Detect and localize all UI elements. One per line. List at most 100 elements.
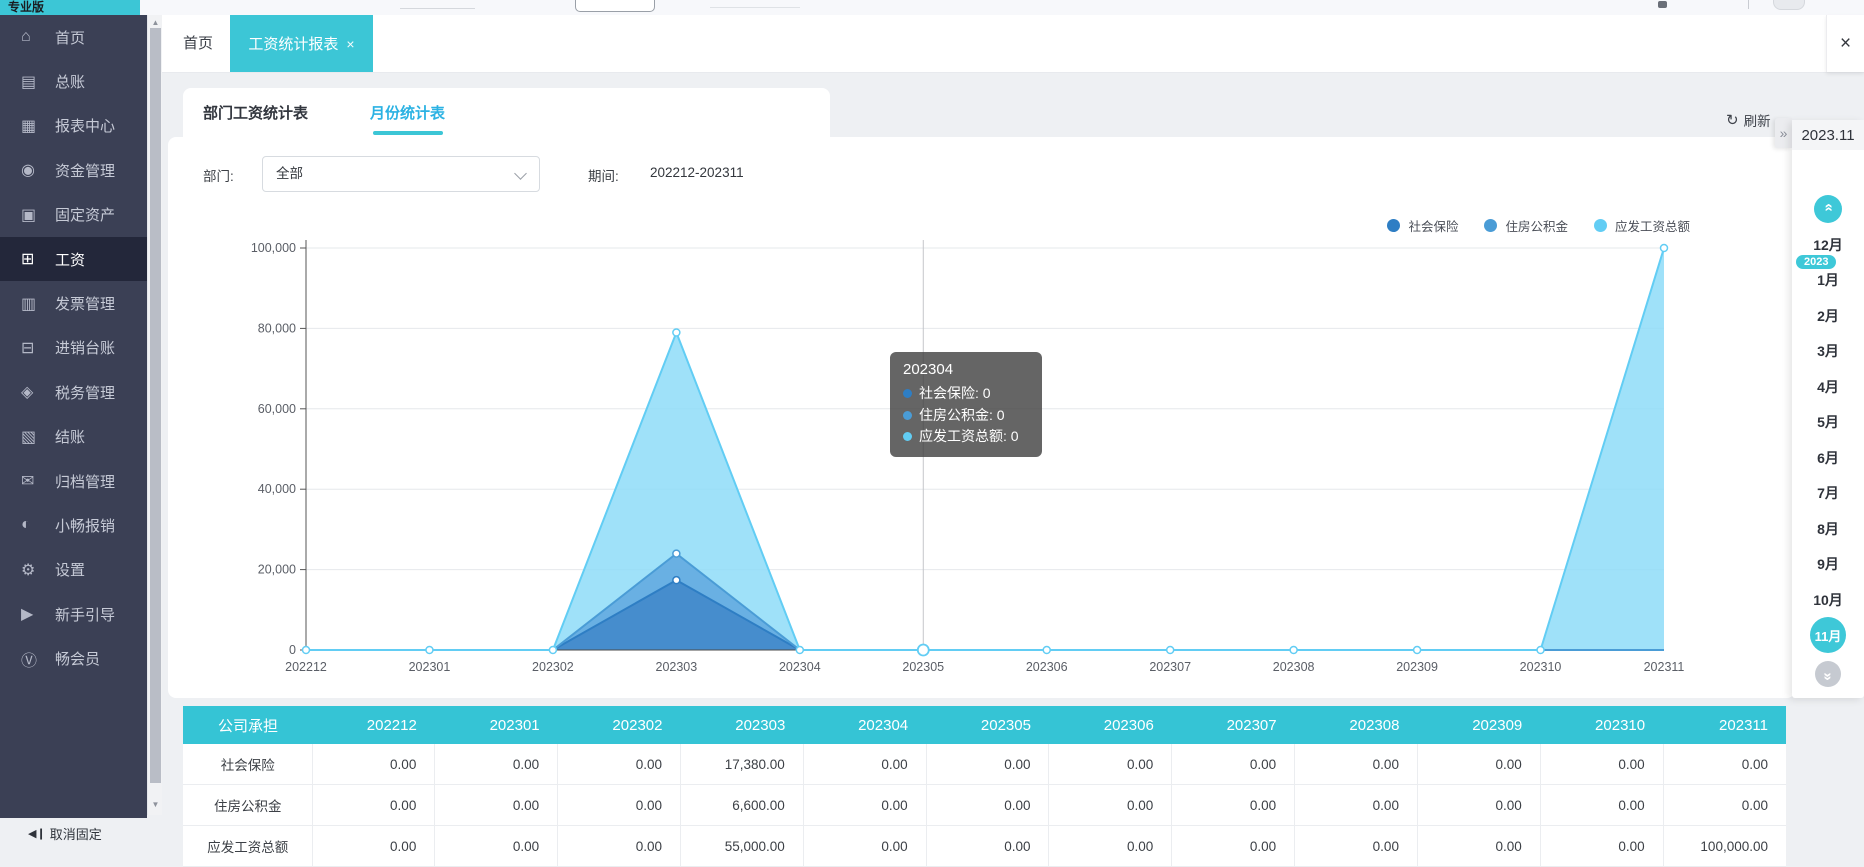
svg-text:202311: 202311 [1644,660,1685,674]
svg-text:202303: 202303 [656,660,698,674]
fixed-assets-icon: ▣ [21,206,37,224]
month-item-11月[interactable]: 11月 [1792,617,1864,654]
month-panel-collapse-handle[interactable]: » [1775,118,1792,148]
sidebar-item-invoice-management[interactable]: ▥ 发票管理 [0,281,147,325]
svg-text:202306: 202306 [1026,660,1068,674]
sidebar-item-label: 进销台账 [55,340,116,358]
table-cell: 0.00 [311,825,435,867]
table-cell: 0.00 [557,825,681,867]
svg-text:202304: 202304 [779,660,821,674]
sidebar-item-fund-management[interactable]: ◉ 资金管理 [0,148,147,192]
home-icon: ⌂ [21,28,31,46]
sidebar-item-home[interactable]: ⌂ 首页 [0,15,147,59]
month-item-10月[interactable]: 10月 [1813,591,1843,608]
sidebar-item-purchase-sales-ledger[interactable]: ⊟ 进销台账 [0,326,147,370]
subtab-month-report[interactable]: 月份统计表 [370,102,445,123]
legend-item-住房公积金[interactable]: 住房公积金 [1484,216,1568,235]
table-cell: 0.00 [1171,784,1295,826]
sidebar-item-label: 资金管理 [55,162,116,180]
sidebar-scrollbar[interactable]: ▲ ▼ [147,15,162,815]
salary-month-stacked-area-chart[interactable]: 0 20,000 40,000 60,000 80,000 100,000 202212 20… [240,200,1700,680]
scrollbar-thumb[interactable] [150,28,161,783]
table-cell: 0.00 [1662,744,1786,785]
table-cell: 0.00 [1294,784,1418,826]
tooltip-row: 社会保险: 0 [903,383,1029,405]
sidebar-item-report-center[interactable]: ▦ 报表中心 [0,104,147,148]
sidebar-item-general-ledger[interactable]: ▤ 总账 [0,59,147,103]
table-cell: 0.00 [1416,744,1541,785]
month-item-9月[interactable]: 9月 [1817,556,1839,573]
legend-item-社会保险[interactable]: 社会保险 [1387,216,1458,235]
tab-close-icon[interactable]: × [346,35,355,52]
summary-table-wrap: 公司承担 202212 202301 202302 202303 202304 202305… [183,706,1786,867]
sidebar-item-salary[interactable]: ⊞ 工资 [0,236,147,282]
sidebar-item-fixed-assets[interactable]: ▣ 固定资产 [0,193,147,237]
sidebar-item-archive-management[interactable]: ✉ 归档管理 [0,459,147,503]
sidebar-item-beginner-guide[interactable]: ▶ 新手引导 [0,592,147,636]
table-cell: 0.00 [1048,825,1172,867]
refresh-icon: ↻ [1726,112,1739,129]
subtab-department-report[interactable]: 部门工资统计表 [203,105,309,122]
month-item-5月[interactable]: 5月 [1817,414,1839,431]
sidebar-item-label: 首页 [55,29,86,47]
topbar-divider [1748,0,1749,9]
tab-salary-report[interactable]: 工资统计报表 × [230,15,373,72]
month-item-7月[interactable]: 7月 [1817,485,1839,502]
department-select[interactable]: 全部 [262,156,540,192]
tooltip-row: 住房公积金: 0 [903,405,1029,427]
table-cell: 0.00 [802,744,927,785]
scrollbar-up-icon[interactable]: ▲ [151,18,160,27]
period-value[interactable]: 202212-202311 [650,165,744,180]
sidebar-item-reimburse[interactable]: ◐ 小畅报销 [0,503,147,547]
invoice-management-icon: ▥ [21,295,37,313]
sidebar-item-label: 发票管理 [55,296,116,314]
table-header-cell: 202305 [926,706,1049,744]
table-cell: 55,000.00 [679,825,804,867]
sidebar-item-member[interactable]: Ⓥ 畅会员 [0,636,147,680]
sidebar-item-label: 畅会员 [55,651,101,669]
table-header-cell: 202306 [1048,706,1172,744]
sidebar-unpin-toggle[interactable]: ◀❙ 取消固定 [0,818,162,848]
month-scroll-up-button[interactable]: » [1814,195,1842,223]
table-header-cell: 202307 [1171,706,1295,744]
table-header-cell: 202303 [680,706,804,744]
table-row: 社会保险 0.00 0.00 0.00 17,380.00 0.00 0.00 0.00 0.0… [183,744,1786,785]
company-burden-table: 公司承担 202212 202301 202302 202303 202304 202305… [183,706,1786,867]
row-label: 社会保险 [183,744,312,785]
sidebar-item-settings[interactable]: ⚙ 设置 [0,548,147,592]
topbar-fragment [400,8,475,9]
month-item-1月[interactable]: 1月 [1817,272,1839,289]
month-item-8月[interactable]: 8月 [1817,520,1839,537]
top-bar: 专业版 [0,0,1864,16]
closing-icon: ▧ [21,428,37,446]
month-item-3月[interactable]: 3月 [1817,343,1839,360]
month-item-6月[interactable]: 6月 [1817,449,1839,466]
department-filter-label: 部门: [203,169,234,184]
panel-close-button[interactable]: × [1826,15,1864,72]
scrollbar-down-icon[interactable]: ▼ [151,800,160,809]
chevron-double-up-icon: » [1819,204,1837,212]
table-cell: 0.00 [1416,825,1541,867]
sidebar-item-label: 工资 [55,251,86,269]
legend-item-应发工资总额[interactable]: 应发工资总额 [1593,216,1690,235]
month-item-12月[interactable]: 12月 [1813,236,1843,253]
svg-text:202302: 202302 [532,660,574,674]
table-header-cell: 202301 [434,706,558,744]
sidebar-item-label: 总账 [55,74,86,92]
svg-text:40,000: 40,000 [258,482,296,496]
sidebar-item-label: 归档管理 [55,473,116,491]
month-item-2月[interactable]: 2月 [1817,307,1839,324]
table-header-row: 公司承担 202212 202301 202302 202303 202304 202305… [183,706,1786,744]
sidebar-item-closing[interactable]: ▧ 结账 [0,415,147,459]
refresh-button[interactable]: ↻ 刷新 [1726,110,1771,130]
month-scroll-down-button[interactable]: » [1815,661,1841,687]
sidebar-item-tax-management[interactable]: ◈ 税务管理 [0,370,147,414]
legend-dot-icon [1484,219,1498,232]
sidebar-item-label: 固定资产 [55,207,116,225]
archive-management-icon: ✉ [21,473,35,491]
tab-home[interactable]: 首页 [183,35,214,52]
brand-badge: 专业版 [0,0,140,15]
legend-dot-icon [1387,219,1401,232]
topbar-button-fragment [575,0,655,12]
month-item-4月[interactable]: 4月 [1817,378,1839,395]
